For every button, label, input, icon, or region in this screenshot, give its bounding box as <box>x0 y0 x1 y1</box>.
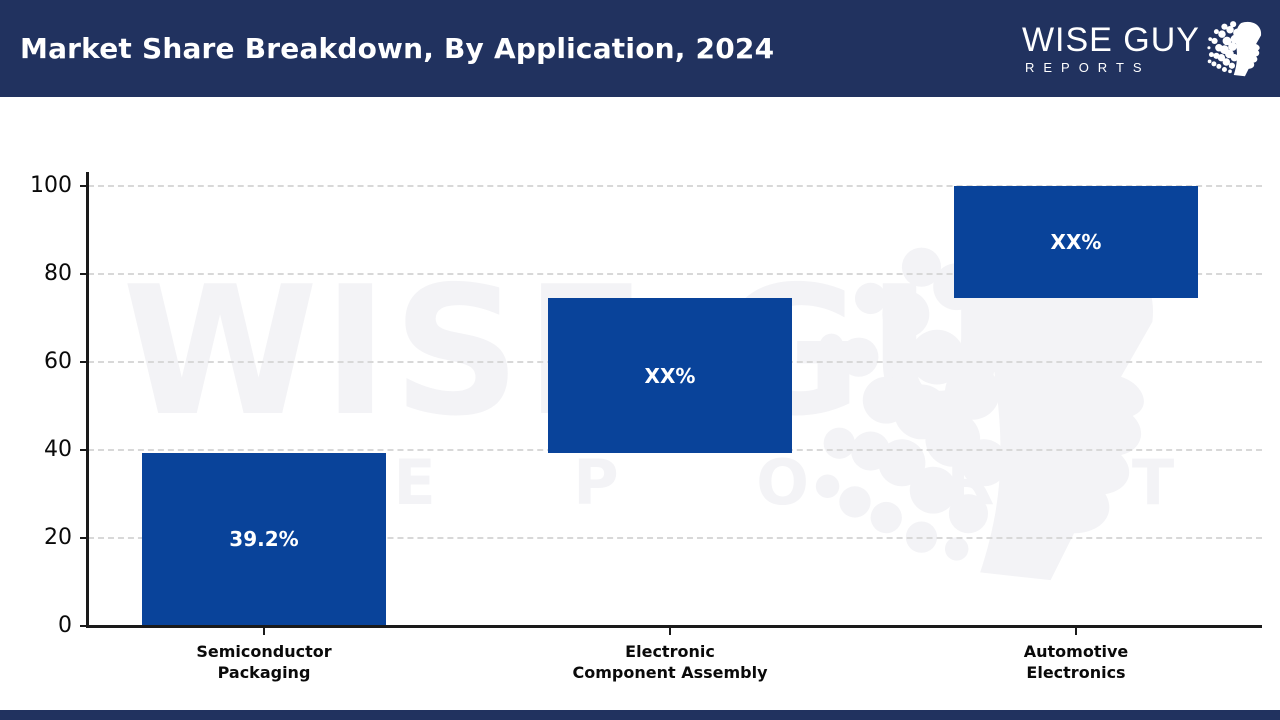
x-tick <box>669 627 671 635</box>
category-label-line: Electronic <box>625 641 715 661</box>
category-label-line: Semiconductor <box>196 641 332 661</box>
logo-face-icon <box>1207 20 1262 76</box>
grid-line <box>88 536 1262 539</box>
y-tick <box>80 184 88 187</box>
bar-value-label: XX% <box>1050 229 1102 254</box>
logo-wordmark: WISE GUY <box>1021 21 1200 59</box>
x-tick <box>263 627 265 635</box>
bar-value-label: XX% <box>644 363 696 388</box>
category-label-line: Automotive <box>1023 641 1129 661</box>
category-label: Semiconductor Packaging <box>94 641 434 683</box>
x-axis-line <box>86 624 1262 628</box>
bar-segment: XX% <box>548 297 792 454</box>
bar-segment: XX% <box>954 185 1198 298</box>
category-label-line: Component Assembly <box>572 662 768 682</box>
logo-subtext: REPORTS <box>1024 60 1151 75</box>
category-label-line: Packaging <box>217 662 311 682</box>
logo-text: WISE GUY REPORTS <box>1022 23 1200 74</box>
category-label: Automotive Electronics <box>906 641 1246 683</box>
y-tick <box>80 536 88 539</box>
y-tick <box>80 272 88 275</box>
y-tick-label: 100 <box>30 172 72 198</box>
bar-value-label: 39.2% <box>229 527 299 552</box>
grid-line <box>88 184 1262 187</box>
footer-bar <box>0 710 1280 720</box>
x-tick <box>1075 627 1077 635</box>
bar-segment: 39.2% <box>142 453 386 626</box>
y-tick-label: 0 <box>58 612 72 638</box>
category-label: Electronic Component Assembly <box>500 641 840 683</box>
grid-line <box>88 272 1262 275</box>
y-tick-label: 20 <box>44 524 72 550</box>
y-tick-label: 60 <box>44 348 72 374</box>
wise-guy-logo: WISE GUY REPORTS <box>1022 10 1266 88</box>
y-tick-label: 80 <box>44 260 72 286</box>
header-bar: Market Share Breakdown, By Application, … <box>0 0 1280 97</box>
y-tick <box>80 624 88 627</box>
chart-title: Market Share Breakdown, By Application, … <box>20 32 775 65</box>
y-tick <box>80 448 88 451</box>
y-axis-line <box>86 172 89 628</box>
y-tick-label: 40 <box>44 436 72 462</box>
category-label-line: Electronics <box>1026 662 1126 682</box>
y-tick <box>80 360 88 363</box>
